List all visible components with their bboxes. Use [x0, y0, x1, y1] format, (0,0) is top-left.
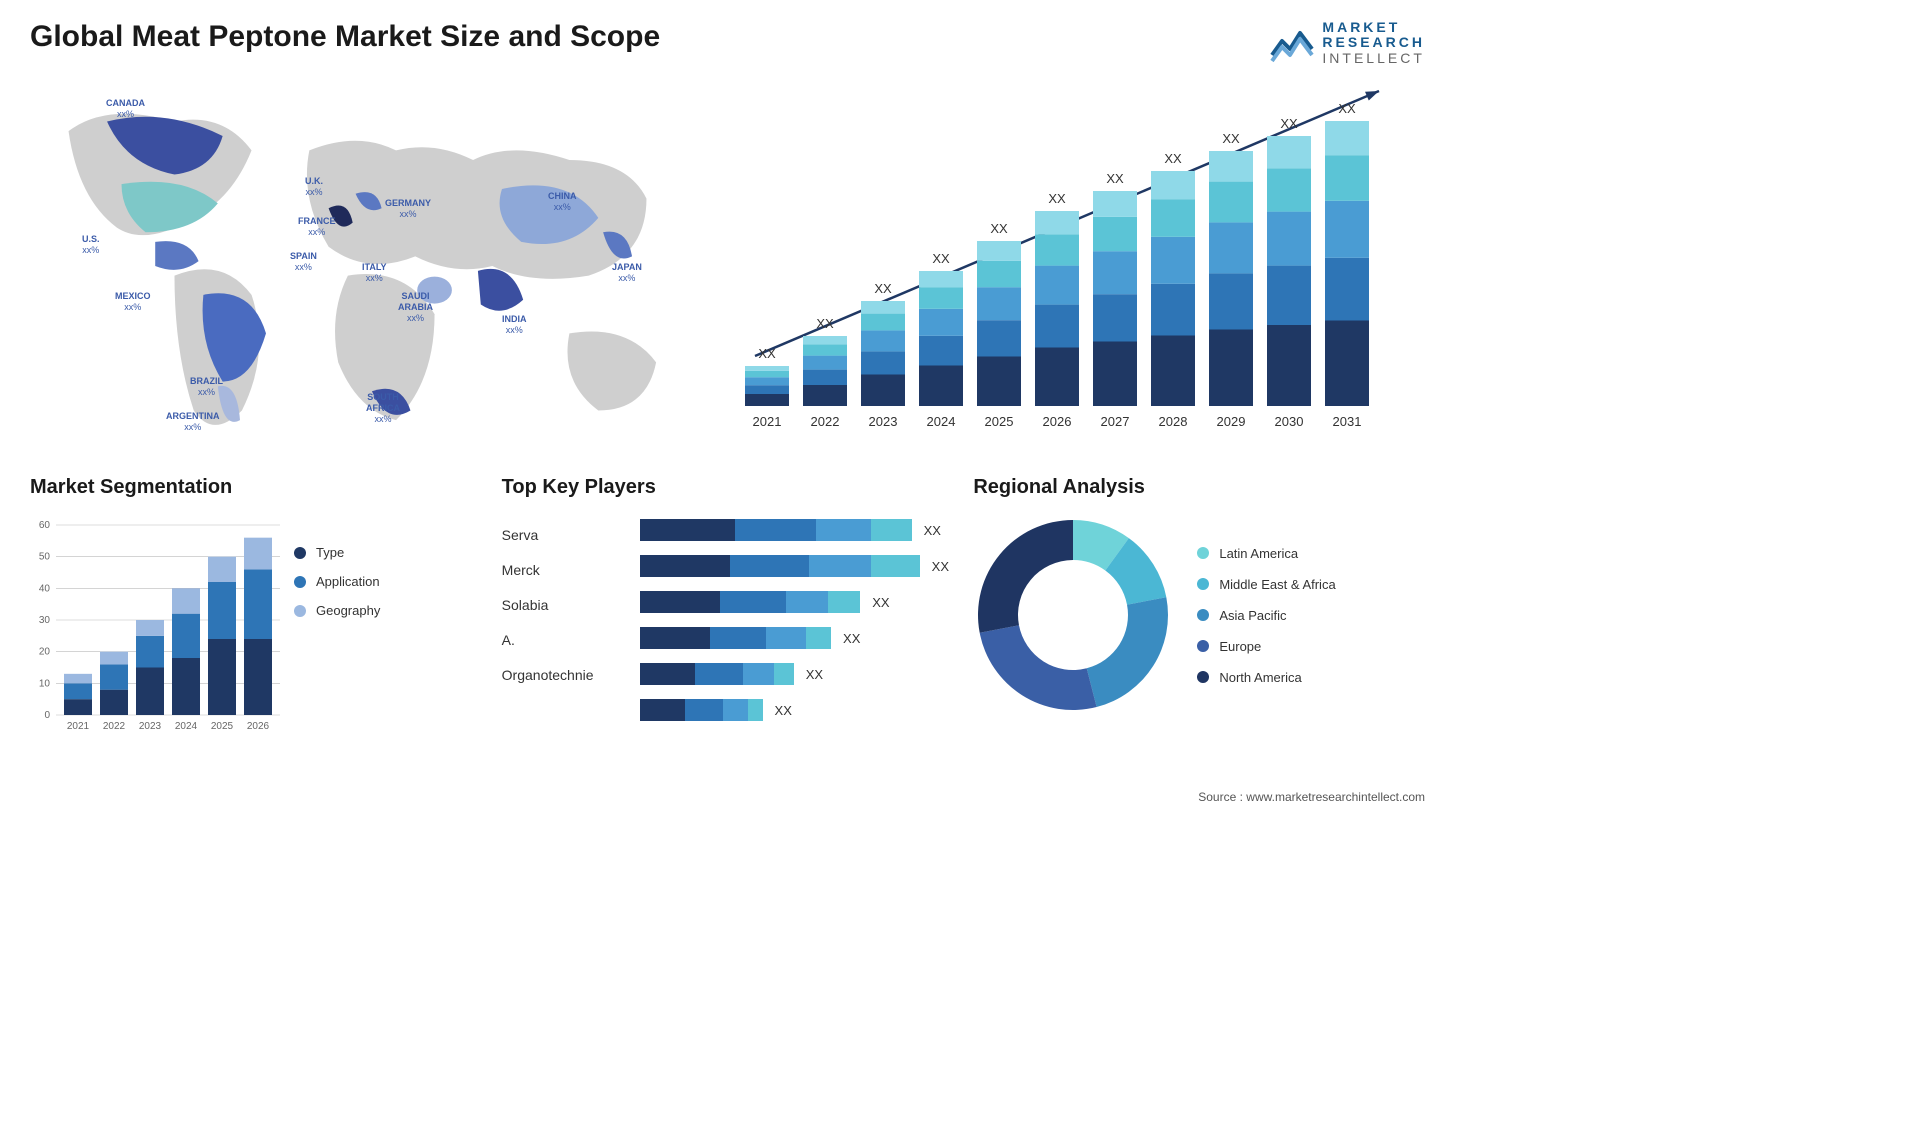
svg-text:40: 40 — [39, 584, 51, 595]
legend-item: North America — [1197, 670, 1335, 685]
svg-text:2024: 2024 — [927, 414, 956, 429]
player-bar-row: XX — [640, 591, 954, 613]
page-title: Global Meat Peptone Market Size and Scop… — [30, 20, 660, 54]
map-label: CANADAxx% — [106, 98, 145, 120]
player-bar-row: XX — [640, 555, 954, 577]
map-label: FRANCExx% — [298, 216, 336, 238]
svg-text:XX: XX — [1048, 191, 1066, 206]
segmentation-panel: Market Segmentation 0 10 20 30 40 50 60 2021 202… — [30, 476, 482, 756]
player-bar-row: XX — [640, 627, 954, 649]
svg-text:2026: 2026 — [1043, 414, 1072, 429]
svg-text:60: 60 — [39, 520, 51, 531]
map-label: INDIAxx% — [502, 314, 527, 336]
player-name: A. — [502, 632, 622, 648]
logo-icon — [1270, 23, 1314, 63]
svg-text:2021: 2021 — [67, 721, 90, 732]
legend-item: Europe — [1197, 639, 1335, 654]
legend-item: Asia Pacific — [1197, 608, 1335, 623]
player-bar-row: XX — [640, 699, 954, 721]
svg-text:2022: 2022 — [811, 414, 840, 429]
regional-donut — [973, 515, 1173, 715]
growth-bar-chart: XX 2021 XX 2022 XX 2023 XX 2024 XX 2025 XX 2026 XX 20… — [715, 76, 1425, 456]
svg-text:XX: XX — [990, 221, 1008, 236]
player-name: Solabia — [502, 597, 622, 613]
legend-item: Type — [294, 545, 380, 560]
legend-item: Latin America — [1197, 546, 1335, 561]
world-map: CANADAxx% U.S.xx% MEXICOxx% BRAZILxx% ARGENT… — [30, 76, 685, 456]
legend-item: Geography — [294, 603, 380, 618]
svg-text:50: 50 — [39, 552, 51, 563]
svg-text:2023: 2023 — [869, 414, 898, 429]
svg-text:XX: XX — [1222, 131, 1240, 146]
map-label: ARGENTINAxx% — [166, 411, 220, 433]
segmentation-title: Market Segmentation — [30, 476, 482, 499]
regional-panel: Regional Analysis Latin America Middle Ea… — [973, 476, 1425, 756]
svg-text:XX: XX — [1106, 171, 1124, 186]
map-label: U.S.xx% — [82, 234, 100, 256]
player-name: Serva — [502, 527, 622, 543]
legend-item: Middle East & Africa — [1197, 577, 1335, 592]
map-label: SPAINxx% — [290, 251, 317, 273]
player-bar-row: XX — [640, 519, 954, 541]
growth-chart-svg: XX 2021 XX 2022 XX 2023 XX 2024 XX 2025 XX 2026 XX 20… — [725, 86, 1405, 446]
brand-logo: MARKET RESEARCH INTELLECT — [1270, 20, 1425, 66]
map-label: CHINAxx% — [548, 191, 577, 213]
source-text: Source : www.marketresearchintellect.com — [1198, 790, 1425, 804]
regional-title: Regional Analysis — [973, 476, 1425, 499]
svg-text:30: 30 — [39, 615, 51, 626]
svg-text:2021: 2021 — [753, 414, 782, 429]
svg-text:2029: 2029 — [1217, 414, 1246, 429]
svg-text:XX: XX — [758, 346, 776, 361]
players-names: Serva Merck Solabia A. Organotechnie — [502, 515, 622, 721]
logo-text-2: RESEARCH — [1322, 35, 1425, 50]
regional-legend: Latin America Middle East & Africa Asia Pa… — [1197, 546, 1335, 685]
svg-text:2025: 2025 — [211, 721, 234, 732]
segmentation-chart: 0 10 20 30 40 50 60 2021 2022 2023 2024 2025 2026 — [30, 515, 280, 735]
map-label: U.K.xx% — [305, 176, 323, 198]
map-label: MEXICOxx% — [115, 291, 151, 313]
segmentation-legend: Type Application Geography — [294, 515, 380, 735]
legend-item: Application — [294, 574, 380, 589]
svg-text:2030: 2030 — [1275, 414, 1304, 429]
segmentation-chart-svg: 0 10 20 30 40 50 60 2021 2022 2023 2024 2025 2026 — [30, 515, 280, 735]
map-label: SAUDIARABIAxx% — [398, 291, 433, 323]
map-label: SOUTHAFRICAxx% — [366, 392, 400, 424]
players-panel: Top Key Players Serva Merck Solabia A. Organ… — [502, 476, 954, 756]
svg-text:XX: XX — [1338, 101, 1356, 116]
svg-text:2028: 2028 — [1159, 414, 1188, 429]
svg-text:2026: 2026 — [247, 721, 270, 732]
logo-text-1: MARKET — [1322, 20, 1425, 35]
svg-text:2024: 2024 — [175, 721, 198, 732]
svg-text:2027: 2027 — [1101, 414, 1130, 429]
map-label: ITALYxx% — [362, 262, 387, 284]
map-label: GERMANYxx% — [385, 198, 431, 220]
world-map-svg — [30, 76, 685, 456]
svg-text:2023: 2023 — [139, 721, 162, 732]
svg-text:XX: XX — [816, 316, 834, 331]
svg-text:XX: XX — [932, 251, 950, 266]
logo-text-3: INTELLECT — [1322, 51, 1425, 66]
player-name: Organotechnie — [502, 667, 622, 683]
svg-text:20: 20 — [39, 647, 51, 658]
svg-text:XX: XX — [1280, 116, 1298, 131]
svg-text:0: 0 — [44, 710, 50, 721]
map-label: JAPANxx% — [612, 262, 642, 284]
player-name: Merck — [502, 562, 622, 578]
svg-text:2031: 2031 — [1333, 414, 1362, 429]
svg-text:2025: 2025 — [985, 414, 1014, 429]
map-label: BRAZILxx% — [190, 376, 223, 398]
svg-text:XX: XX — [1164, 151, 1182, 166]
players-bars: XX XX XX XX XX XX — [640, 515, 954, 721]
svg-text:XX: XX — [874, 281, 892, 296]
players-title: Top Key Players — [502, 476, 954, 499]
player-bar-row: XX — [640, 663, 954, 685]
svg-text:2022: 2022 — [103, 721, 126, 732]
svg-text:10: 10 — [39, 679, 51, 690]
